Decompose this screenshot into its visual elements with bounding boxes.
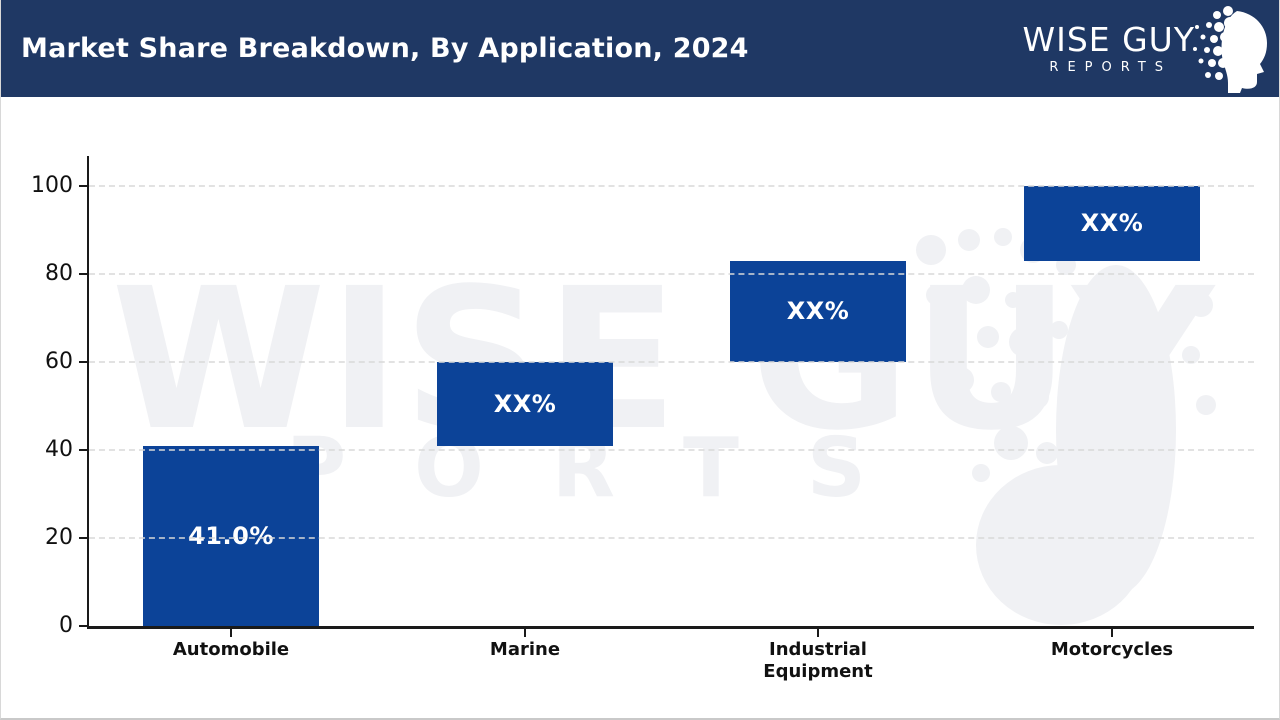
gridline-60 xyxy=(89,361,1254,363)
x-axis-line xyxy=(87,626,1254,629)
bar-value-label: XX% xyxy=(493,389,557,418)
y-tick-mark xyxy=(79,361,87,363)
y-axis-line xyxy=(87,156,89,628)
logo-text: WISE GUY REPORTS xyxy=(1022,23,1195,75)
y-tick-mark xyxy=(79,537,87,539)
wise-guy-head-icon xyxy=(1193,5,1267,93)
category-label-automobile: Automobile xyxy=(172,639,290,660)
bar-motorcycles: XX% xyxy=(1024,186,1200,261)
x-tick-mark xyxy=(524,629,526,637)
x-tick-mark xyxy=(817,629,819,637)
gridline-20 xyxy=(89,537,1254,539)
y-tick-mark xyxy=(79,449,87,451)
logo-brand-name: WISE GUY xyxy=(1022,19,1195,59)
y-tick-mark xyxy=(79,273,87,275)
y-tick-label: 80 xyxy=(45,261,73,286)
y-tick-label: 0 xyxy=(59,613,73,638)
x-tick-mark xyxy=(1111,629,1113,637)
gridline-40 xyxy=(89,449,1254,451)
bar-industrial-equipment: XX% xyxy=(730,260,906,362)
logo-brand-subtitle: REPORTS xyxy=(1049,59,1173,75)
page-title: Market Share Breakdown, By Application, … xyxy=(21,33,749,64)
y-tick-label: 60 xyxy=(45,349,73,374)
y-tick-mark xyxy=(79,625,87,627)
y-tick-label: 40 xyxy=(45,437,73,462)
wise-guy-logo: WISE GUY REPORTS xyxy=(1022,3,1273,95)
bar-value-label: XX% xyxy=(786,297,850,326)
bar-automobile: 41.0% xyxy=(143,445,319,626)
category-label-marine: Marine xyxy=(489,639,561,660)
bar-value-label: 41.0% xyxy=(188,521,274,550)
category-label-industrial-equipment: Industrial Equipment xyxy=(763,639,873,682)
header-band: Market Share Breakdown, By Application, … xyxy=(1,0,1279,97)
bar-value-label: XX% xyxy=(1080,209,1144,238)
y-tick-mark xyxy=(79,185,87,187)
y-tick-label: 100 xyxy=(31,173,73,198)
category-label-motorcycles: Motorcycles xyxy=(1050,639,1174,660)
gridline-80 xyxy=(89,273,1254,275)
bar-marine: XX% xyxy=(437,362,613,446)
y-tick-label: 20 xyxy=(45,525,73,550)
x-tick-mark xyxy=(230,629,232,637)
gridline-100 xyxy=(89,185,1254,187)
